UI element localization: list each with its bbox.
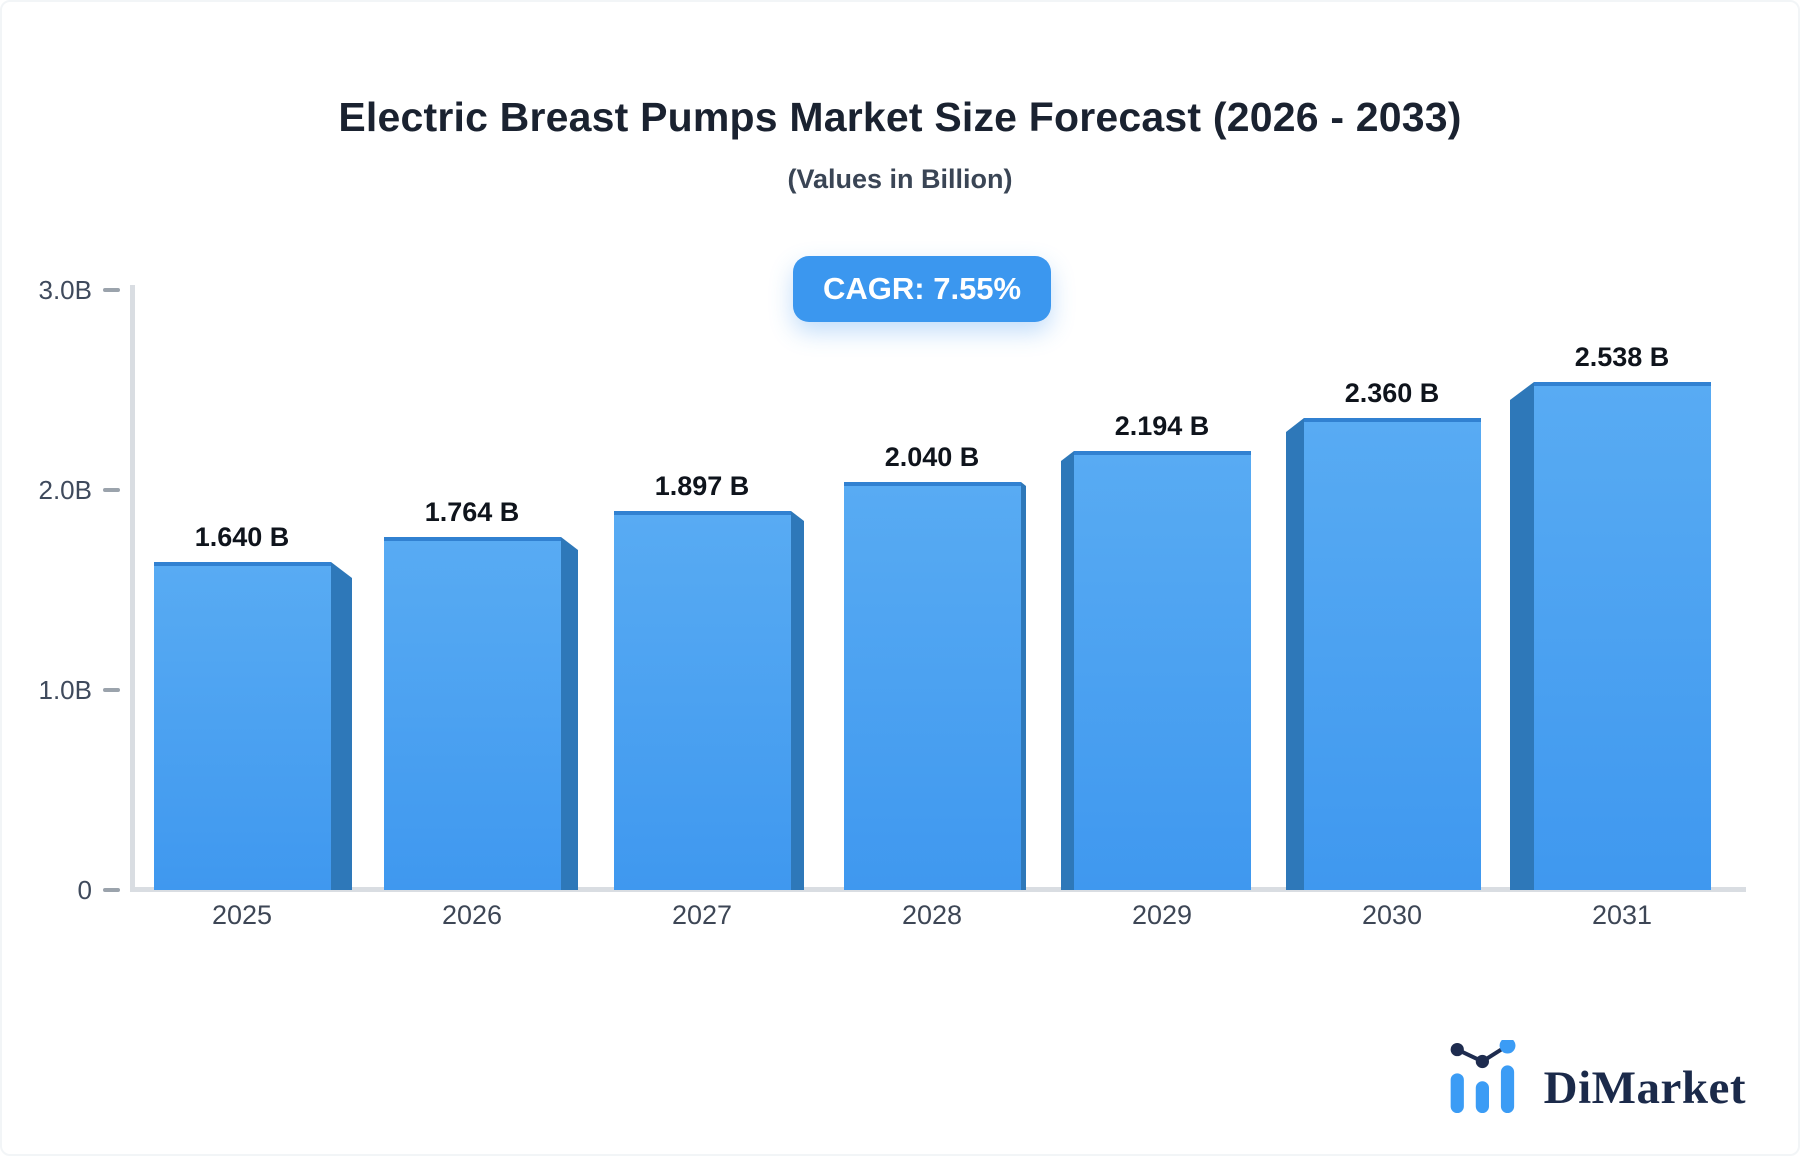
bar-side-face <box>1510 382 1534 890</box>
x-axis-label: 2025 <box>211 900 273 930</box>
y-axis-label: 0 <box>77 875 92 905</box>
bar-side-face <box>1286 418 1304 890</box>
bar-side-face <box>791 511 804 890</box>
bar-value-label: 1.640 B <box>194 522 290 552</box>
x-axis-label: 2028 <box>901 900 963 930</box>
y-tick-mark <box>103 688 120 692</box>
bar-value-label: 2.360 B <box>1344 378 1440 408</box>
bar <box>1534 382 1711 890</box>
bar <box>384 537 561 890</box>
y-tick-mark <box>103 488 120 492</box>
bar <box>844 482 1021 890</box>
y-tick-mark <box>103 888 120 892</box>
bar-side-face <box>331 562 352 890</box>
y-axis-label: 1.0B <box>38 675 93 705</box>
x-axis-label: 2026 <box>441 900 503 930</box>
bar-side-face <box>1061 451 1074 890</box>
chart-subtitle: (Values in Billion) <box>787 164 1013 194</box>
x-axis-label: 2027 <box>671 900 733 930</box>
bar-value-label: 2.040 B <box>884 442 980 472</box>
brand-name: DiMarket <box>1543 1062 1746 1114</box>
bar-value-label: 1.764 B <box>424 497 520 527</box>
brand-chart-icon <box>1448 1040 1530 1116</box>
chart-title: Electric Breast Pumps Market Size Foreca… <box>338 94 1462 140</box>
y-axis-label: 3.0B <box>38 275 93 305</box>
bar <box>614 511 791 890</box>
bar-value-label: 2.194 B <box>1114 411 1210 441</box>
bar-side-face <box>1021 482 1026 890</box>
x-axis-label: 2031 <box>1591 900 1653 930</box>
y-tick-mark <box>103 288 120 292</box>
bar <box>1304 418 1481 890</box>
bar-value-label: 2.538 B <box>1574 342 1670 372</box>
bar <box>1074 451 1251 890</box>
bar-value-label: 1.897 B <box>654 471 750 501</box>
cagr-badge: CAGR: 7.55% <box>793 256 1052 322</box>
bar <box>154 562 331 890</box>
x-axis-label: 2030 <box>1361 900 1423 930</box>
y-axis-label: 2.0B <box>38 475 93 505</box>
brand-logo: DiMarket <box>1448 1040 1746 1116</box>
y-axis-line <box>130 285 135 892</box>
bar-side-face <box>561 537 578 890</box>
x-axis-label: 2029 <box>1131 900 1193 930</box>
